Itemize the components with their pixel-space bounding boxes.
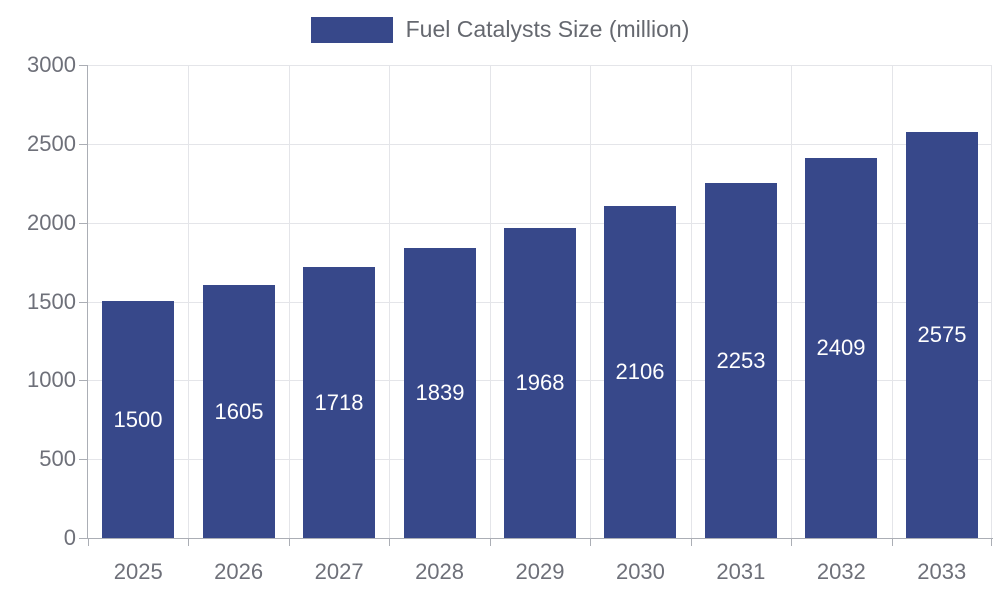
y-axis-label: 0 bbox=[63, 525, 76, 550]
y-axis-label: 1500 bbox=[27, 288, 76, 314]
gridline-vertical bbox=[490, 65, 491, 538]
gridline-horizontal bbox=[88, 65, 992, 66]
x-axis-label: 2030 bbox=[615, 559, 665, 584]
x-axis-label: 2032 bbox=[816, 559, 866, 584]
legend-label: Fuel Catalysts Size (million) bbox=[405, 16, 690, 42]
gridline-vertical bbox=[289, 65, 290, 538]
y-axis-tick bbox=[79, 538, 87, 539]
gridline-vertical bbox=[991, 65, 992, 538]
bar-value-label: 2253 bbox=[716, 347, 766, 373]
x-axis-line bbox=[87, 538, 993, 539]
x-axis-tick bbox=[892, 538, 893, 546]
x-axis-label: 2026 bbox=[214, 559, 264, 584]
y-axis-line bbox=[87, 65, 88, 539]
plot-area: 0 500 1000 1500 2000 2500 3000 2025 2026 2027 2028… bbox=[27, 52, 992, 584]
gridline-vertical bbox=[389, 65, 390, 538]
bar-value-label: 1718 bbox=[314, 389, 364, 415]
x-axis-tick bbox=[490, 538, 491, 546]
x-axis-tick bbox=[88, 538, 89, 546]
bar[interactable]: 1839 bbox=[404, 248, 476, 538]
y-axis-tick bbox=[79, 144, 87, 145]
bar[interactable]: 1718 bbox=[303, 267, 375, 538]
bar[interactable]: 2409 bbox=[805, 158, 877, 538]
legend-item[interactable]: Fuel Catalysts Size (million) bbox=[310, 16, 690, 43]
legend-swatch bbox=[310, 16, 393, 43]
x-axis-tick bbox=[991, 538, 992, 546]
legend: Fuel Catalysts Size (million) bbox=[0, 16, 1000, 43]
x-axis-label: 2025 bbox=[113, 559, 163, 584]
y-axis-tick bbox=[79, 302, 87, 303]
y-axis-label: 1000 bbox=[27, 367, 76, 393]
y-axis-tick bbox=[79, 65, 87, 66]
x-axis-tick bbox=[389, 538, 390, 546]
bar[interactable]: 1500 bbox=[102, 301, 174, 538]
gridline-horizontal bbox=[88, 144, 992, 145]
bar[interactable]: 2106 bbox=[604, 206, 676, 538]
x-axis-label: 2027 bbox=[314, 559, 364, 584]
x-axis-label: 2028 bbox=[415, 559, 465, 584]
bar[interactable]: 1605 bbox=[203, 285, 275, 538]
gridline-vertical bbox=[590, 65, 591, 538]
y-axis-label: 2500 bbox=[27, 130, 76, 156]
bar-value-label: 1968 bbox=[515, 370, 565, 395]
y-axis-label: 2000 bbox=[27, 209, 76, 235]
gridline-vertical bbox=[691, 65, 692, 538]
bar-value-label: 1605 bbox=[214, 398, 264, 424]
bar[interactable]: 2253 bbox=[705, 183, 777, 538]
y-axis-tick bbox=[79, 380, 87, 381]
bar[interactable]: 2575 bbox=[906, 132, 978, 538]
x-axis-label: 2031 bbox=[716, 559, 766, 584]
x-axis-label: 2029 bbox=[515, 559, 565, 584]
bar-value-label: 1839 bbox=[415, 380, 465, 405]
y-axis-label: 3000 bbox=[27, 52, 76, 77]
x-axis-tick bbox=[590, 538, 591, 546]
x-axis-tick bbox=[188, 538, 189, 546]
y-axis-tick bbox=[79, 223, 87, 224]
gridline-horizontal bbox=[88, 223, 992, 224]
x-axis-tick bbox=[289, 538, 290, 546]
bar-value-label: 2106 bbox=[615, 359, 665, 384]
x-axis-label: 2033 bbox=[917, 559, 967, 584]
gridline-vertical bbox=[892, 65, 893, 538]
bar-value-label: 2575 bbox=[917, 322, 967, 347]
gridline-vertical bbox=[791, 65, 792, 538]
bar-value-label: 1500 bbox=[113, 406, 163, 432]
y-axis-tick bbox=[79, 459, 87, 460]
gridline-vertical bbox=[188, 65, 189, 538]
x-axis-tick bbox=[691, 538, 692, 546]
y-axis-label: 500 bbox=[39, 446, 76, 472]
bar[interactable]: 1968 bbox=[504, 228, 576, 538]
bar-value-label: 2409 bbox=[816, 335, 866, 360]
x-axis-tick bbox=[791, 538, 792, 546]
